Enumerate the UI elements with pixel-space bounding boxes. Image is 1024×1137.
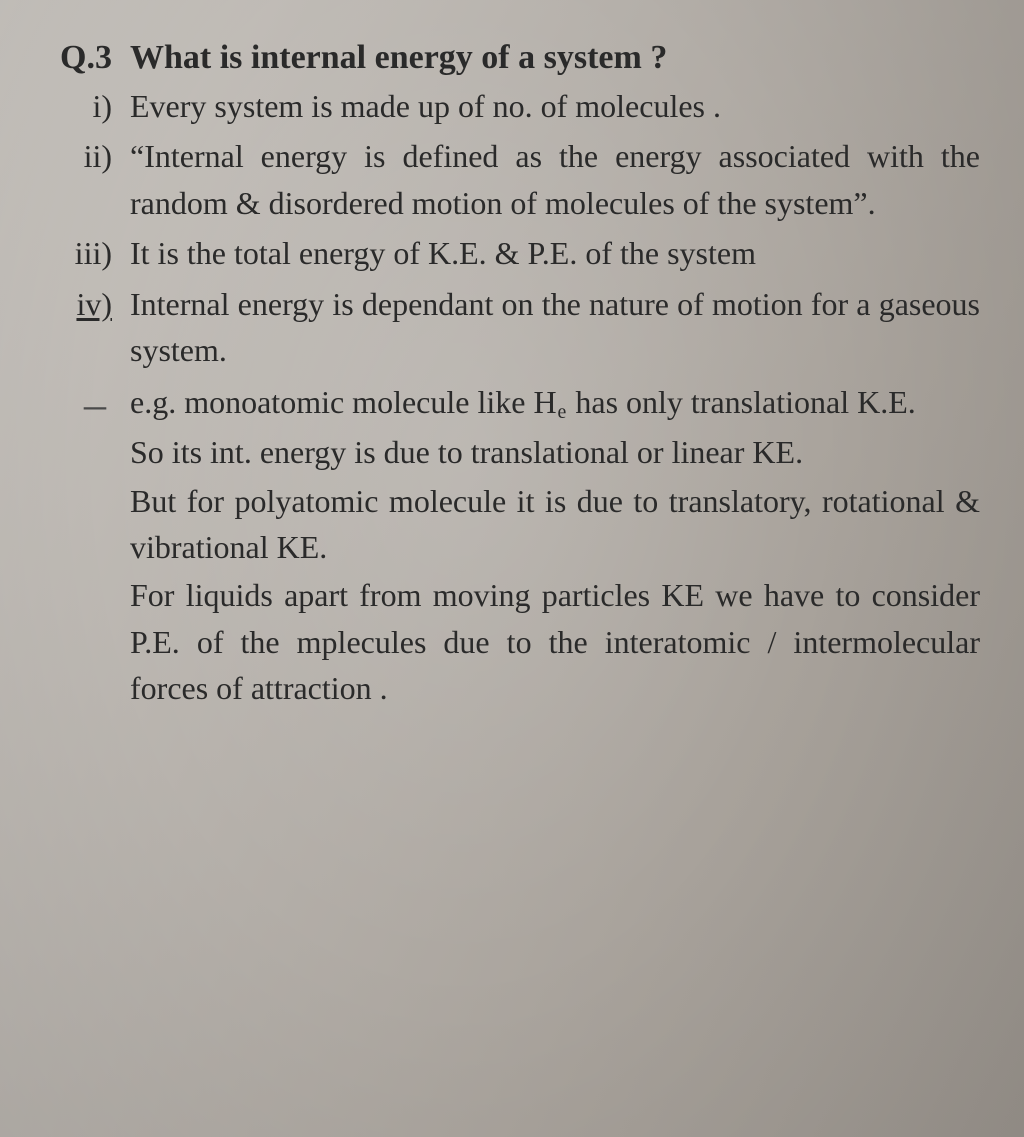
item-marker: iv) (60, 281, 130, 327)
question-row: Q.3 What is internal energy of a system … (60, 38, 980, 77)
list-item: iii) It is the total energy of K.E. & P.… (60, 230, 980, 276)
subscript: e (557, 401, 568, 423)
item-body: Internal energy is dependant on the natu… (130, 281, 980, 374)
dash-icon: – (60, 377, 130, 427)
example-line-2: So its int. energy is due to translation… (130, 429, 980, 475)
item-body: Every system is made up of no. of molecu… (130, 83, 721, 129)
item-body: It is the total energy of K.E. & P.E. of… (130, 230, 756, 276)
item-marker: i) (60, 83, 130, 129)
text-span: e.g. monoatomic molecule like H (130, 384, 557, 420)
list-item: ii) “Internal energy is defined as the e… (60, 133, 980, 226)
list-item: iv) Internal energy is dependant on the … (60, 281, 980, 374)
item-body: “Internal energy is defined as the energ… (130, 133, 980, 226)
example-line-1: e.g. monoatomic molecule like He has onl… (130, 379, 980, 427)
example-block: – e.g. monoatomic molecule like He has o… (60, 377, 980, 711)
page-content: Q.3 What is internal energy of a system … (60, 38, 980, 712)
text-span: has only translational K.E. (567, 384, 915, 420)
list-item: i) Every system is made up of no. of mol… (60, 83, 980, 129)
item-marker: iii) (60, 230, 130, 276)
item-marker: ii) (60, 133, 130, 179)
example-body: e.g. monoatomic molecule like He has onl… (130, 377, 980, 711)
question-title: What is internal energy of a system ? (130, 38, 667, 77)
example-line-4: For liquids apart from moving particles … (130, 572, 980, 711)
example-line-3: But for polyatomic molecule it is due to… (130, 478, 980, 571)
question-number: Q.3 (60, 39, 130, 77)
